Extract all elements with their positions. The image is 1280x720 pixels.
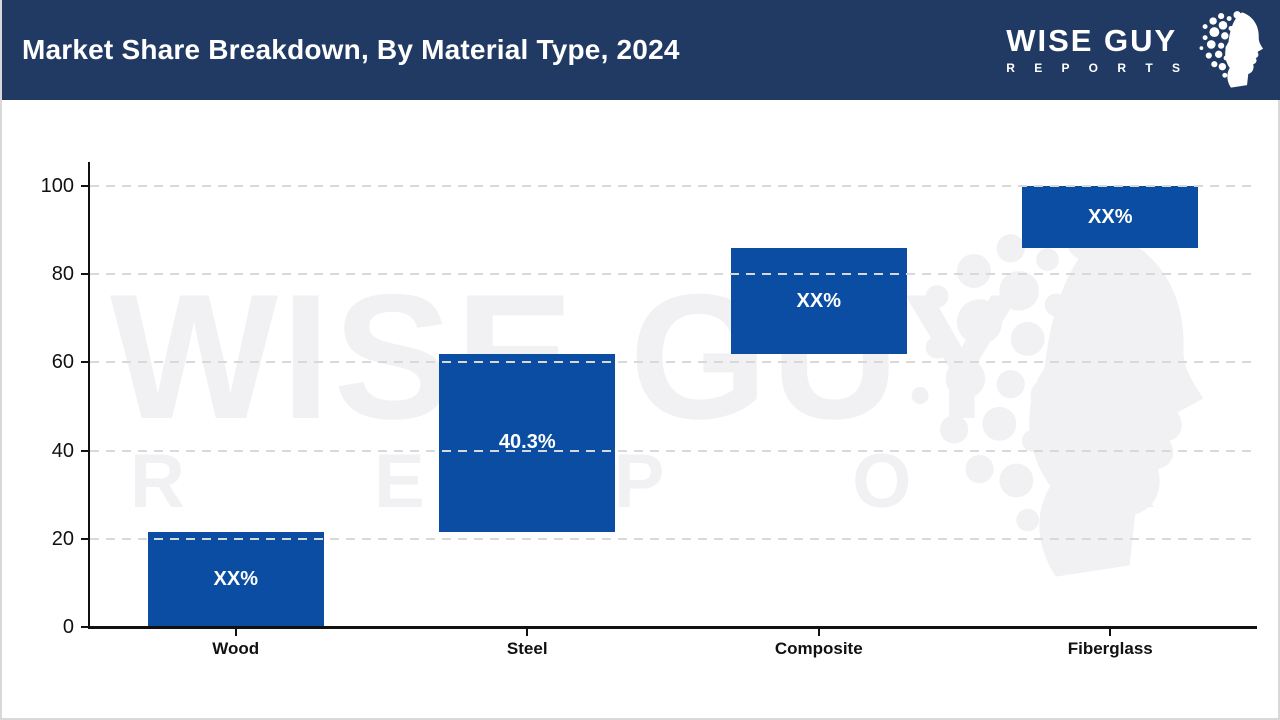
bar-steel: 40.3% [439,354,616,532]
y-axis-line [88,162,90,628]
bar-value-label: XX% [1088,205,1133,228]
y-tick-mark [81,361,90,364]
x-axis-label-fiberglass: Fiberglass [1067,639,1153,658]
chart-title: Market Share Breakdown, By Material Type… [22,34,680,65]
brand-logo: WISE GUY R E P O R T S [1006,7,1280,93]
x-axis-label-composite: Composite [774,639,863,658]
y-tick-mark [81,537,90,540]
y-axis-label-60: 60 [51,351,74,374]
gridline-60 [90,361,1255,364]
bar-value-label: XX% [213,567,258,590]
brand-name: WISE GUY [1006,23,1178,58]
x-tick-mark [817,628,820,636]
bar-fiberglass: XX% [1022,186,1199,249]
y-axis-label-20: 20 [51,527,74,550]
y-tick-mark [81,449,90,452]
y-axis-label-80: 80 [51,263,74,286]
header-bar: Market Share Breakdown, By Material Type… [2,0,1280,100]
x-tick-mark [234,628,237,636]
bar-value-label: 40.3% [498,431,556,454]
brand-logo-text: WISE GUY R E P O R T S [1006,24,1188,76]
dotted-head-icon [1199,11,1264,88]
gridline-100 [90,185,1255,187]
brand-subname: R E P O R T S [1006,61,1188,75]
gridline-20 [90,537,1255,540]
x-axis-label-wood: Wood [212,639,260,658]
y-tick-mark [81,185,90,187]
x-tick-mark [1109,628,1112,636]
y-axis-label-100: 100 [40,175,74,197]
gridline-80 [90,273,1255,276]
bar-wood: XX% [147,531,324,627]
y-axis-label-40: 40 [51,439,74,462]
y-axis-label-0: 0 [62,616,74,638]
y-tick-mark [81,273,90,276]
bar-value-label: XX% [796,289,841,312]
gridline-40 [90,449,1255,452]
bar-composite: XX% [730,248,907,354]
x-tick-mark [526,628,529,636]
x-axis-line [88,626,1257,629]
x-axis-label-steel: Steel [506,639,548,658]
y-tick-mark [81,626,90,628]
